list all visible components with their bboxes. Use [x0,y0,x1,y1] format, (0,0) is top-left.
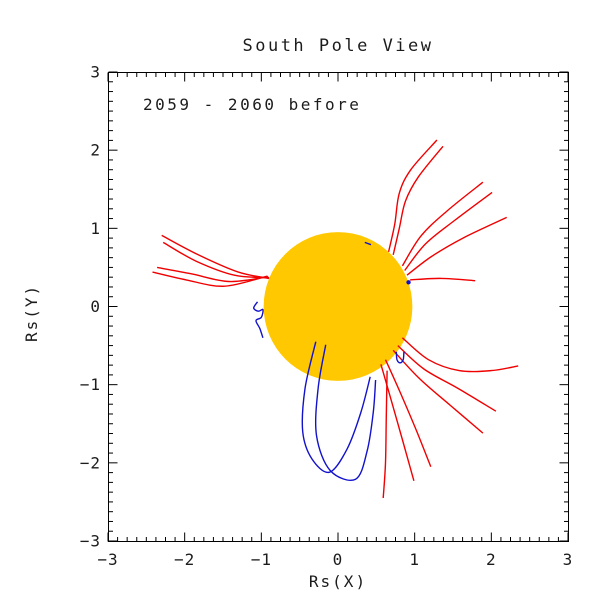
x-tick-label: −1 [251,550,272,569]
sun-disk [263,232,413,381]
open-field-ur-2 [404,191,493,271]
closed-disk-dash [364,241,372,246]
open-field-lr-3 [392,349,484,434]
x-tick-label: 2 [486,550,497,569]
y-tick-label: 1 [90,219,101,238]
y-tick-label: −1 [80,375,101,394]
open-field-ur-3 [406,216,507,276]
open-field-left-2 [162,241,270,279]
open-field-ur-1 [401,181,484,267]
open-field-right [410,277,476,282]
y-tick-label: −3 [80,532,101,551]
x-axis-label: Rs(X) [308,572,368,591]
open-field-left-1 [161,234,270,280]
x-tick-label: 3 [563,550,574,569]
closed-limb-squiggle [253,301,264,339]
open-field-down-3 [382,370,388,499]
axis-frame [107,71,569,542]
footpoint-dot [406,280,411,285]
x-tick-label: −2 [174,550,195,569]
open-field-left-3 [156,266,269,283]
y-tick-label: 3 [90,63,101,82]
x-tick-label: −3 [97,550,118,569]
open-field-down-2 [380,364,415,481]
open-field-up-2 [392,145,444,256]
y-tick-label: 0 [90,297,101,316]
open-field-lr-1 [401,337,519,373]
x-tick-label: 1 [409,550,420,569]
x-tick-label: 0 [333,550,344,569]
open-field-lines [152,139,519,499]
closed-loop-small [395,351,405,364]
closed-field-lines [253,241,405,481]
open-field-left-4 [152,271,268,287]
closed-loop-2 [314,344,377,481]
closed-loop-1 [301,341,371,474]
y-axis-label: Rs(Y) [22,283,41,342]
open-field-down-1 [384,359,432,467]
chart-title: South Pole View [242,36,434,56]
open-field-up-1 [387,139,438,252]
y-tick-label: −2 [80,453,101,472]
y-tick-label: 2 [90,141,101,160]
annotation-text: 2059 - 2060 before [143,95,362,114]
open-field-lr-2 [397,345,497,412]
